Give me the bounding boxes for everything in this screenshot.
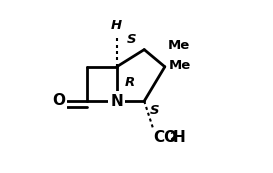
Text: R: R <box>124 76 135 89</box>
Text: 2: 2 <box>170 132 177 142</box>
Text: Me: Me <box>168 39 191 52</box>
Text: N: N <box>110 94 123 109</box>
Text: H: H <box>111 19 122 33</box>
Text: Me: Me <box>169 58 191 72</box>
Text: S: S <box>127 33 136 46</box>
Text: S: S <box>149 104 159 117</box>
Text: O: O <box>52 93 65 108</box>
Text: H: H <box>173 130 186 145</box>
Text: CO: CO <box>154 130 178 145</box>
